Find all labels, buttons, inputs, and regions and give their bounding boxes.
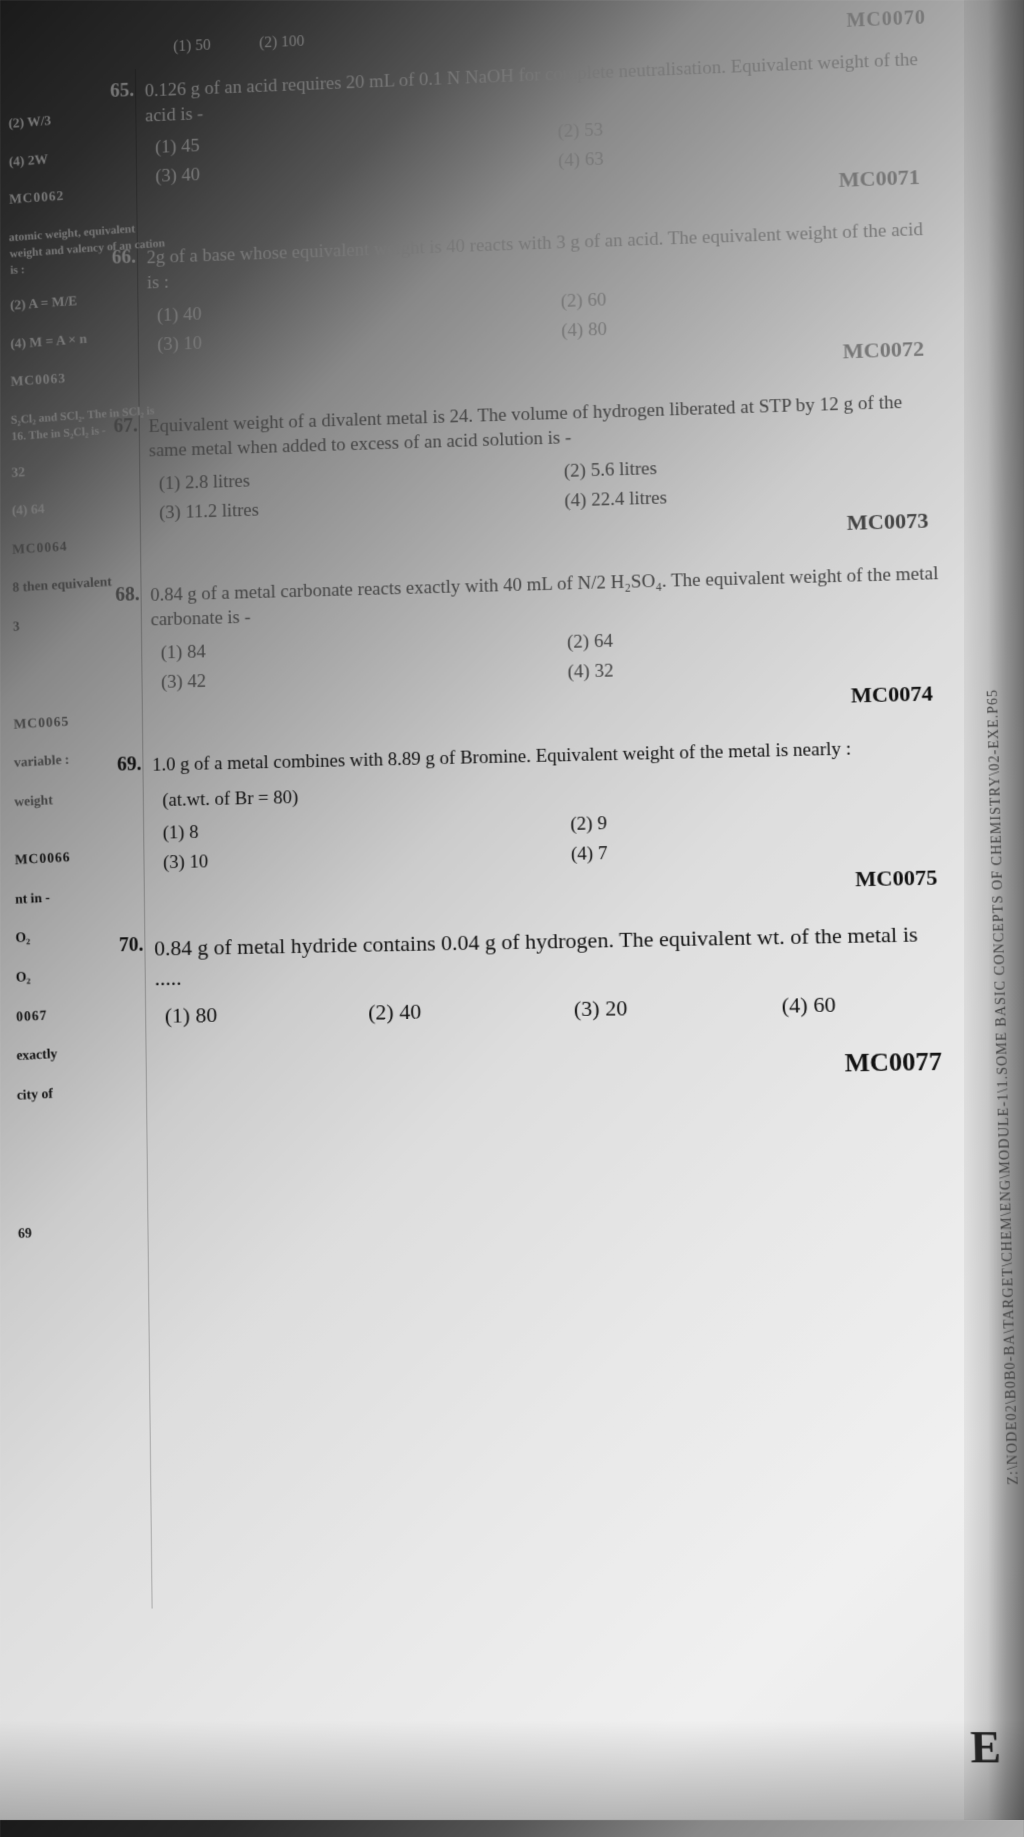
question-text: 0.84 g of a metal carbonate reacts exact… — [150, 561, 941, 633]
question-number: 66. — [112, 247, 136, 270]
left-fragment: (2) W/3 — [8, 103, 167, 134]
left-fragment: 32 — [11, 453, 171, 483]
question-67: 67. Equivalent weight of a divalent meta… — [148, 389, 939, 556]
options-grid: (1) 80 (2) 40 (3) 20 (4) 60 — [165, 989, 951, 1028]
question-code: 0067 — [16, 1000, 177, 1028]
textbook-page: (2) W/3 (4) 2W MC0062 atomic weight, equ… — [0, 0, 1024, 1837]
option: (1) 84 — [161, 633, 528, 664]
option: (1) 40 — [157, 292, 522, 326]
question-number: 67. — [113, 414, 137, 437]
option: (3) 10 — [163, 845, 531, 874]
left-fragment: S₂Cl₂ and SCl₂. The in SCl₂ is 16. The i… — [10, 401, 170, 444]
option: (3) 42 — [161, 663, 528, 694]
question-code: MC0064 — [12, 531, 172, 560]
section-letter: E — [970, 1721, 1002, 1774]
file-path-footer: Z:\NODE02\B0B0-BA\TARGET\CHEM\ENG\MODULE… — [986, 689, 1023, 1485]
option: (1) 50 — [173, 37, 211, 61]
option: (1) 45 — [155, 123, 518, 159]
option: (3) 20 — [574, 993, 742, 1022]
question-text: 0.84 g of metal hydride contains 0.04 g … — [154, 919, 950, 993]
question-70: 70. 0.84 g of metal hydride contains 0.0… — [154, 919, 953, 1088]
option: (1) 2.8 litres — [159, 462, 525, 495]
question-code: MC0066 — [14, 843, 175, 871]
question-code: MC0063 — [10, 363, 169, 393]
question-69: 69. 1.0 g of a metal combines with 8.89 … — [152, 734, 948, 906]
option: (2) 100 — [259, 33, 305, 57]
main-column: (1) 50 (2) 100 MC0070 65. 0.126 g of an … — [144, 7, 953, 1117]
question-code: MC0077 — [155, 1046, 942, 1088]
option: (3) 11.2 litres — [159, 492, 525, 524]
left-fragment: (4) 64 — [11, 492, 171, 521]
question-number: 68. — [115, 583, 140, 606]
question-number: 65. — [110, 80, 134, 103]
option: (1) 8 — [163, 815, 531, 845]
question-66: 66. 2g of a base whose equivalent weight… — [147, 217, 935, 387]
option: (2) 60 — [561, 278, 933, 313]
question-note: (at.wt. of Br = 80) — [162, 770, 945, 813]
option: (2) 64 — [567, 622, 942, 654]
option: (4) 22.4 litres — [564, 479, 938, 512]
left-fragment: (4) M = A × n — [10, 324, 169, 354]
left-fragment: (4) 2W — [8, 142, 167, 173]
question-code: MC0062 — [9, 180, 168, 210]
left-fragment: exactly — [16, 1039, 177, 1067]
question-code: MC0065 — [13, 706, 173, 735]
option: (4) 7 — [571, 836, 947, 866]
option: (1) 80 — [165, 1000, 329, 1029]
options-grid: (1) 8 (2) 9 (3) 10 (4) 7 — [163, 806, 947, 874]
question-number: 70. — [119, 934, 144, 957]
question-65: 65. 0.126 g of an acid requires 20 mL of… — [145, 47, 931, 219]
option: (4) 60 — [781, 989, 951, 1018]
left-fragment: variable : — [14, 745, 174, 774]
left-fragment: (2) A = M/E — [10, 286, 169, 316]
left-fragment: 3 — [12, 608, 172, 637]
left-fragment: 8 then equivalent — [12, 569, 172, 598]
question-text: 1.0 g of a metal combines with 8.89 g of… — [152, 734, 945, 778]
option: (4) 32 — [567, 652, 942, 683]
left-fragment: nt in - — [15, 882, 176, 910]
option: (2) 5.6 litres — [564, 449, 938, 482]
left-fragment: O₂ — [15, 960, 176, 988]
question-code: MC0070 — [846, 7, 926, 33]
left-fragment: atomic weight, equivalent weight and val… — [9, 218, 169, 278]
question-number: 69. — [117, 753, 142, 776]
left-fragment: 69 — [18, 1218, 180, 1245]
left-fragment: weight — [14, 784, 175, 812]
left-fragment: city of — [16, 1078, 177, 1106]
option: (2) 40 — [368, 997, 534, 1026]
option: (2) 9 — [570, 806, 946, 836]
question-68: 68. 0.84 g of a metal carbonate reacts e… — [150, 561, 943, 726]
left-fragment: O₂ — [15, 921, 176, 949]
